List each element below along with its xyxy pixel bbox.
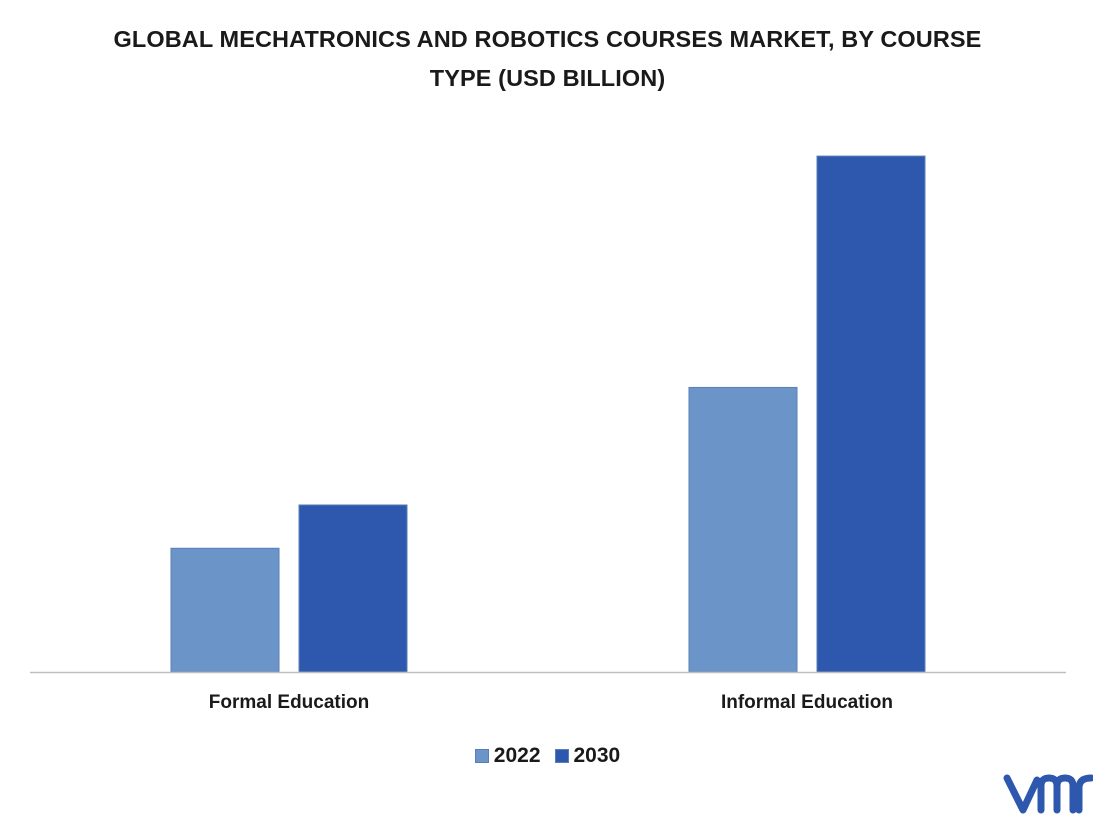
chart-title: GLOBAL MECHATRONICS AND ROBOTICS COURSES… — [113, 26, 982, 91]
bar-chart: Formal Education Informal Education — [30, 155, 1066, 713]
bar-2022-1 — [688, 386, 798, 673]
legend-swatch — [474, 749, 489, 763]
bar-2030-0 — [298, 504, 408, 673]
legend-item-2030: 2030 — [554, 744, 621, 768]
legend-swatch — [554, 749, 569, 763]
bar-2022-0 — [170, 547, 280, 673]
legend: 2022 2030 — [0, 744, 1095, 768]
x-tick-label: Formal Education — [209, 692, 369, 713]
x-tick-label: Informal Education — [721, 692, 893, 713]
vmr-logo-icon — [1003, 774, 1093, 814]
bar-2030-1 — [816, 155, 926, 673]
legend-item-2022: 2022 — [474, 744, 541, 768]
legend-label: 2030 — [573, 744, 621, 767]
legend-label: 2022 — [493, 744, 541, 767]
